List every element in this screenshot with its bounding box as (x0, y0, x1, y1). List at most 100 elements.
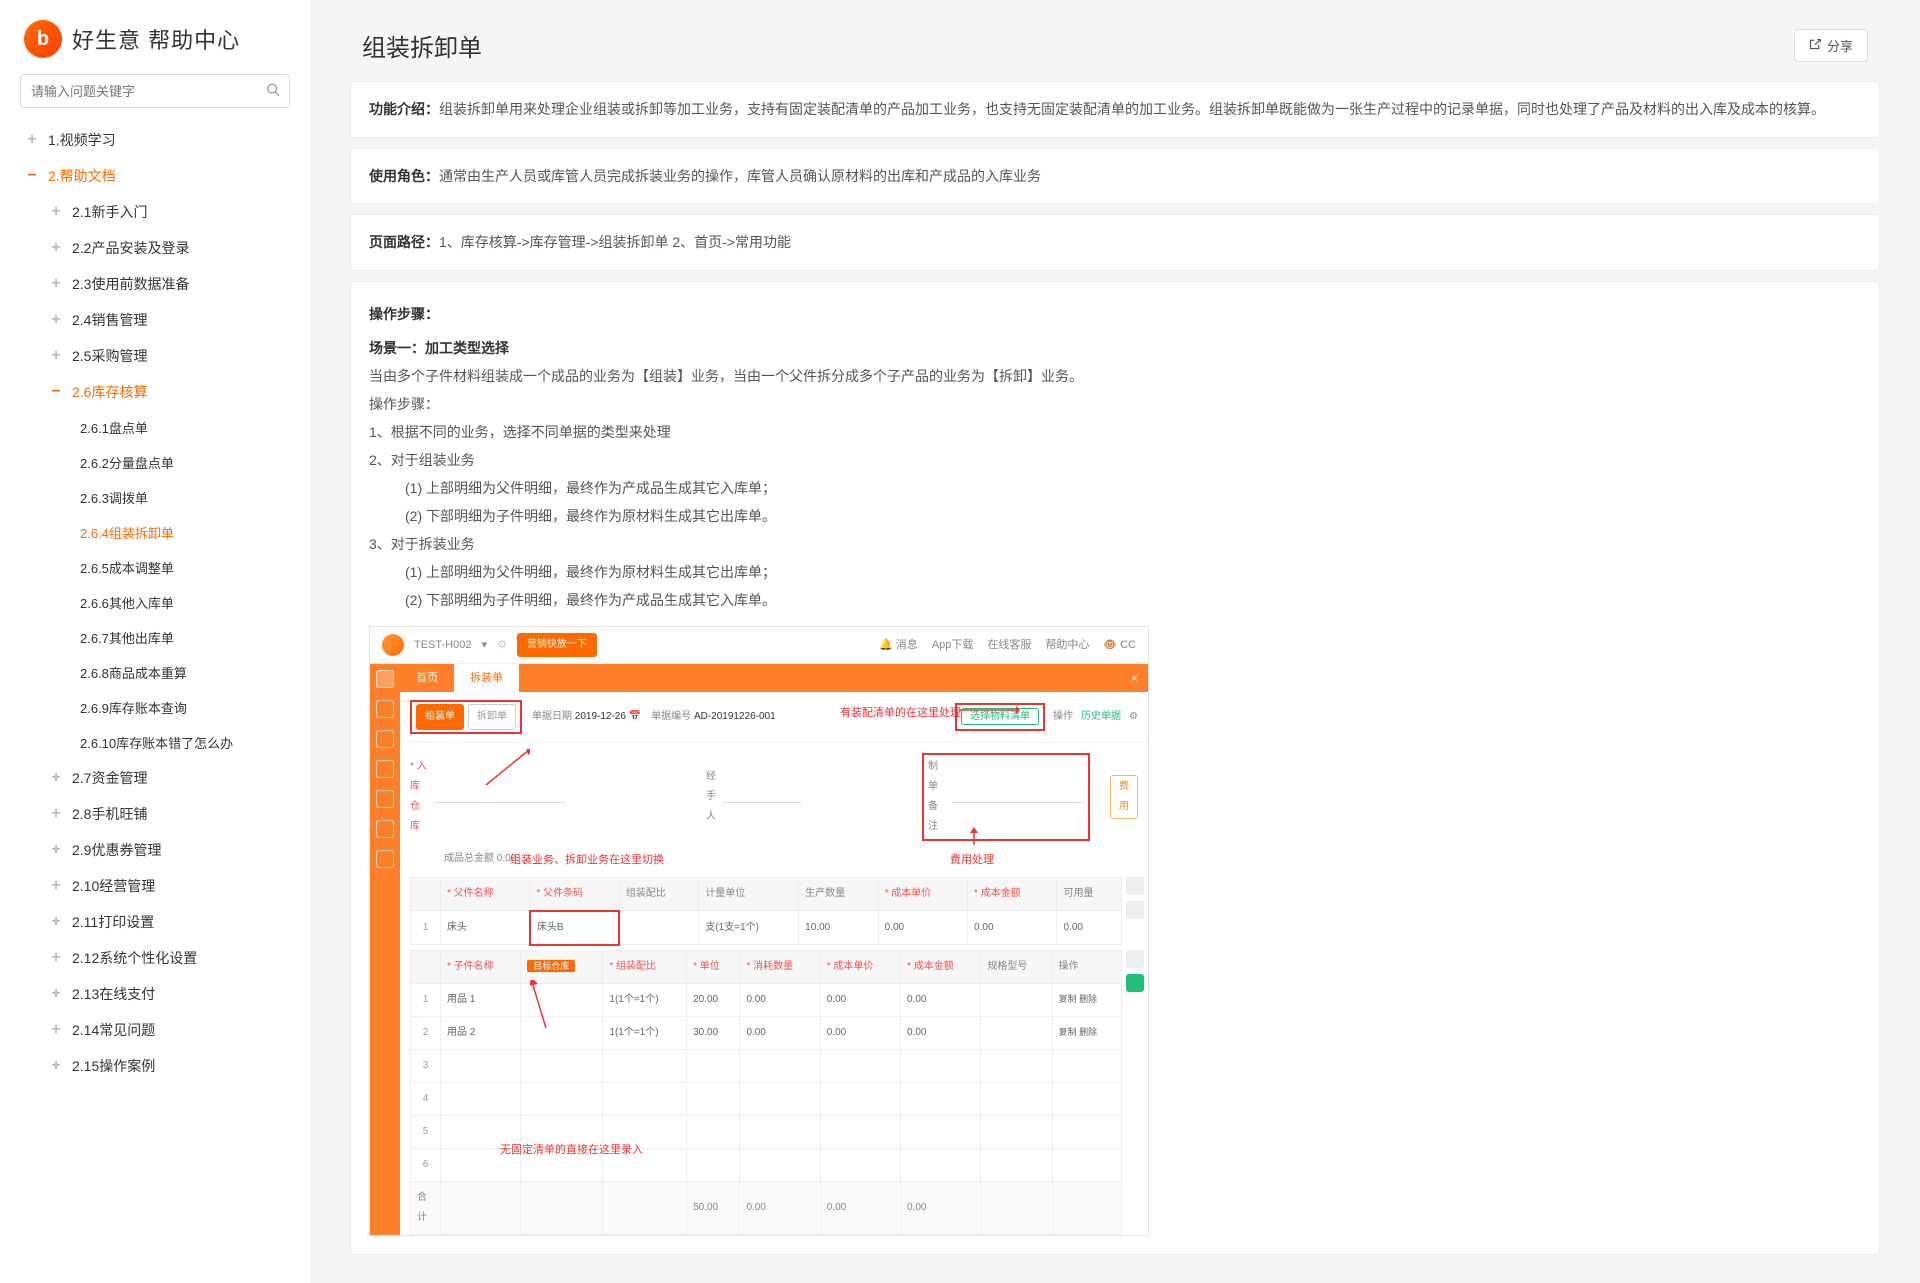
shot-settings-icon[interactable]: ⚙ (1129, 707, 1138, 727)
nav-item[interactable]: 2.6.4组装拆卸单 (0, 515, 310, 550)
shot-side-icon[interactable] (1126, 974, 1144, 992)
table-footer: 合计50.000.000.000.00 (411, 1181, 1122, 1234)
nav-item[interactable]: 2.6.9库存账本查询 (0, 690, 310, 725)
nav-item-label: 2.6.9库存账本查询 (80, 698, 187, 717)
shot-nav-icon[interactable] (376, 790, 394, 808)
table-header: * 父件名称 (441, 877, 530, 911)
table-header: * 成本单价 (878, 877, 967, 911)
table-header (411, 950, 441, 983)
nav-item[interactable]: +2.13在线支付 (0, 976, 310, 1012)
path-label: 页面路径： (369, 234, 439, 250)
shot-side-icon[interactable] (1126, 877, 1144, 895)
shot-bom-button[interactable]: 选择物料清单 (961, 708, 1039, 725)
screenshot: TEST-H002 ▾ ⚙ 营销快放一下 🔔 消息 App下载 在线客服 帮助中… (369, 626, 1149, 1236)
intro-card: 功能介绍：组装拆卸单用来处理企业组装或拆卸等加工业务，支持有固定装配清单的产品加… (350, 81, 1880, 138)
shot-warehouse-input[interactable] (434, 791, 566, 803)
shot-top-msg[interactable]: 🔔 消息 (879, 634, 918, 656)
l1: 1、根据不同的业务，选择不同单据的类型来处理 (369, 418, 1861, 446)
nav-tree: +1.视频学习−2.帮助文档+2.1新手入门+2.2产品安装及登录+2.3使用前… (0, 122, 310, 1084)
shot-mode-assemble[interactable]: 组装单 (416, 704, 464, 730)
expand-icon: + (48, 348, 64, 364)
nav-item[interactable]: +2.11打印设置 (0, 904, 310, 940)
table-row[interactable]: 4 (411, 1082, 1122, 1115)
expand-icon: + (48, 1022, 64, 1038)
row-ops[interactable]: 复制 删除 (1052, 1016, 1121, 1049)
shot-remark-input[interactable] (952, 791, 1084, 803)
expand-icon: + (48, 312, 64, 328)
table-row[interactable]: 3 (411, 1049, 1122, 1082)
shot-tab-active[interactable]: 拆装单 (454, 664, 519, 692)
shot-left-nav (370, 664, 400, 1235)
nav-item[interactable]: +2.14常见问题 (0, 1012, 310, 1048)
nav-item[interactable]: 2.6.10库存账本错了怎么办 (0, 725, 310, 760)
nav-item[interactable]: 2.6.5成本调整单 (0, 550, 310, 585)
nav-item[interactable]: −2.帮助文档 (0, 158, 310, 194)
shot-top-avatar[interactable]: 🐵 CC (1103, 634, 1136, 656)
nav-item[interactable]: +2.15操作案例 (0, 1048, 310, 1084)
shot-nav-icon[interactable] (376, 730, 394, 748)
role-text: 通常由生产人员或库管人员完成拆装业务的操作，库管人员确认原材料的出库和产成品的入… (439, 168, 1041, 184)
shot-nav-icon[interactable] (376, 700, 394, 718)
path-card: 页面路径：1、库存核算->库存管理->组装拆卸单 2、首页->常用功能 (350, 214, 1880, 271)
nav-item[interactable]: +2.4销售管理 (0, 302, 310, 338)
nav-item[interactable]: 2.6.3调拨单 (0, 480, 310, 515)
row-ops[interactable]: 复制 删除 (1052, 983, 1121, 1016)
search-input[interactable] (20, 74, 290, 108)
logo: b 好生意 帮助中心 (0, 20, 310, 74)
nav-item[interactable]: +1.视频学习 (0, 122, 310, 158)
nav-item[interactable]: +2.3使用前数据准备 (0, 266, 310, 302)
role-card: 使用角色：通常由生产人员或库管人员完成拆装业务的操作，库管人员确认原材料的出库和… (350, 148, 1880, 205)
shot-op-menu[interactable]: 操作 (1053, 707, 1073, 727)
nav-item[interactable]: 2.6.1盘点单 (0, 410, 310, 445)
shot-handler-input[interactable] (722, 791, 802, 803)
shot-history-link[interactable]: 历史单据 (1081, 707, 1121, 727)
nav-item[interactable]: 2.6.6其他入库单 (0, 585, 310, 620)
shot-promo-button[interactable]: 营销快放一下 (517, 633, 597, 657)
table-header: * 单位 (687, 950, 740, 983)
nav-item-label: 1.视频学习 (48, 130, 116, 150)
shot-nav-home-icon[interactable] (376, 670, 394, 688)
row-ops[interactable] (1052, 1115, 1121, 1148)
nav-item[interactable]: +2.9优惠券管理 (0, 832, 310, 868)
shot-fee-button[interactable]: 费用 (1110, 775, 1138, 819)
table-row[interactable]: 2用品 21(1个=1个)30.000.000.000.00复制 删除 (411, 1016, 1122, 1049)
row-ops[interactable] (1052, 1082, 1121, 1115)
nav-item[interactable]: +2.1新手入门 (0, 194, 310, 230)
nav-item[interactable]: −2.6库存核算 (0, 374, 310, 410)
nav-item[interactable]: +2.12系统个性化设置 (0, 940, 310, 976)
nav-item[interactable]: +2.2产品安装及登录 (0, 230, 310, 266)
shot-nav-icon[interactable] (376, 850, 394, 868)
shot-side-icon[interactable] (1126, 950, 1144, 968)
expand-icon: + (48, 914, 64, 930)
shot-nav-icon[interactable] (376, 760, 394, 778)
nav-item[interactable]: 2.6.8商品成本重算 (0, 655, 310, 690)
share-button[interactable]: 分享 (1794, 29, 1868, 62)
nav-item-label: 2.7资金管理 (72, 768, 147, 788)
table-row[interactable]: 1用品 11(1个=1个)20.000.000.000.00复制 删除 (411, 983, 1122, 1016)
nav-item[interactable]: +2.8手机旺铺 (0, 796, 310, 832)
nav-item[interactable]: 2.6.7其他出库单 (0, 620, 310, 655)
scene-label: 场景一：加工类型选择 (369, 334, 1861, 362)
nav-item[interactable]: +2.10经营管理 (0, 868, 310, 904)
shot-side-icon[interactable] (1126, 901, 1144, 919)
l3b: (2) 下部明细为子件明细，最终作为产成品生成其它入库单。 (369, 586, 1861, 614)
shot-mode-disassemble[interactable]: 拆卸单 (468, 704, 516, 730)
shot-nav-icon[interactable] (376, 820, 394, 838)
nav-item-label: 2.10经营管理 (72, 876, 155, 896)
shot-tab-home[interactable]: 首页 (400, 664, 454, 692)
search-icon[interactable] (266, 83, 280, 100)
shot-top-app[interactable]: App下载 (932, 634, 974, 656)
nav-item[interactable]: +2.5采购管理 (0, 338, 310, 374)
nav-item[interactable]: +2.7资金管理 (0, 760, 310, 796)
table-header: 操作 (1052, 950, 1121, 983)
nav-item-label: 2.9优惠券管理 (72, 840, 161, 860)
row-ops[interactable] (1052, 1049, 1121, 1082)
shot-topbar: TEST-H002 ▾ ⚙ 营销快放一下 🔔 消息 App下载 在线客服 帮助中… (370, 627, 1148, 664)
row-ops[interactable] (1052, 1148, 1121, 1181)
table-row[interactable]: 1床头床头B支(1支=1个)10.000.000.000.00 (411, 911, 1122, 945)
nav-item[interactable]: 2.6.2分量盘点单 (0, 445, 310, 480)
collapse-icon: − (48, 384, 64, 400)
shot-top-cs[interactable]: 在线客服 (987, 634, 1031, 656)
shot-top-help[interactable]: 帮助中心 (1045, 634, 1089, 656)
shot-tab-close-icon[interactable]: × (1121, 666, 1148, 690)
